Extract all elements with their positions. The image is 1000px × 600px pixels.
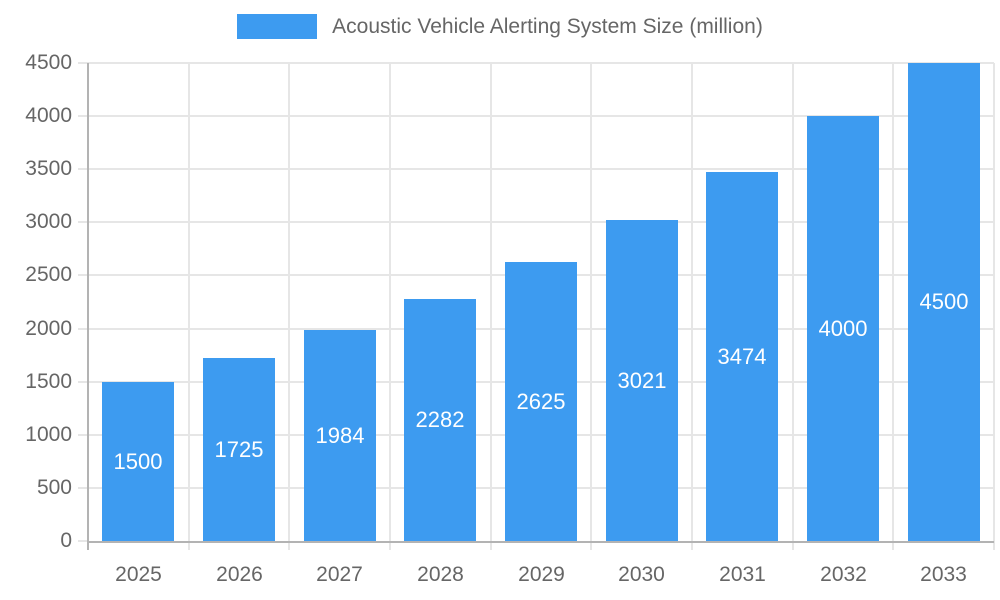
y-tick-mark xyxy=(78,381,88,383)
bar-value-label: 1725 xyxy=(214,436,264,462)
y-tick-mark xyxy=(78,540,88,542)
bar[interactable]: 2625 xyxy=(505,262,577,541)
gridline-v xyxy=(691,63,693,550)
y-tick-label: 4500 xyxy=(25,51,72,74)
legend-swatch[interactable] xyxy=(237,14,318,39)
bar-value-label: 1984 xyxy=(315,422,365,448)
bar-value-label: 2625 xyxy=(516,388,566,414)
bar-value-label: 3474 xyxy=(717,343,767,369)
x-axis-line xyxy=(88,541,994,543)
y-tick-mark xyxy=(78,487,88,489)
bar[interactable]: 3021 xyxy=(606,220,678,541)
bar-value-label: 2282 xyxy=(415,407,465,432)
gridline-v xyxy=(389,63,391,550)
bar-value-label: 1500 xyxy=(113,448,163,474)
x-tick-label: 2026 xyxy=(216,563,263,586)
bar[interactable]: 1984 xyxy=(304,330,376,541)
gridline-v xyxy=(188,63,190,550)
legend-label: Acoustic Vehicle Alerting System Size (m… xyxy=(332,15,763,38)
gridline-h xyxy=(88,168,994,170)
x-tick-label: 2031 xyxy=(719,563,766,586)
y-tick-mark xyxy=(78,62,88,64)
x-tick-label: 2029 xyxy=(518,563,565,586)
legend: Acoustic Vehicle Alerting System Size (m… xyxy=(0,14,1000,39)
bar-value-label: 3021 xyxy=(617,367,667,393)
y-tick-label: 4000 xyxy=(25,104,72,127)
x-tick-label: 2032 xyxy=(820,563,867,586)
gridline-v xyxy=(288,63,290,550)
y-tick-label: 1000 xyxy=(25,423,72,446)
y-tick-mark xyxy=(78,274,88,276)
gridline-v xyxy=(490,63,492,550)
gridline-h xyxy=(88,115,994,117)
y-tick-mark xyxy=(78,168,88,170)
gridline-v xyxy=(590,63,592,550)
x-tick-label: 2028 xyxy=(417,563,464,586)
bar[interactable]: 4500 xyxy=(908,63,980,541)
gridline-v xyxy=(892,63,894,550)
y-tick-mark xyxy=(78,115,88,117)
bar[interactable]: 1725 xyxy=(203,358,275,541)
gridline-h xyxy=(88,221,994,223)
gridline-v xyxy=(792,63,794,550)
x-tick-label: 2027 xyxy=(316,563,363,586)
y-tick-mark xyxy=(78,434,88,436)
gridline-h xyxy=(88,62,994,64)
y-tick-label: 500 xyxy=(36,476,72,499)
bar-value-label: 4500 xyxy=(919,289,969,314)
bar[interactable]: 4000 xyxy=(807,116,879,541)
y-tick-mark xyxy=(78,221,88,223)
gridline-v xyxy=(993,63,995,550)
y-tick-label: 3000 xyxy=(25,210,72,233)
bar[interactable]: 3474 xyxy=(706,172,778,541)
bar[interactable]: 1500 xyxy=(102,382,174,541)
bar-value-label: 4000 xyxy=(818,315,868,341)
y-tick-label: 1500 xyxy=(25,370,72,393)
y-tick-label: 3500 xyxy=(25,157,72,180)
bar[interactable]: 2282 xyxy=(404,299,476,541)
y-tick-label: 2500 xyxy=(25,263,72,286)
x-tick-label: 2025 xyxy=(115,563,162,586)
y-tick-mark xyxy=(78,328,88,330)
y-axis-line xyxy=(87,63,89,550)
x-tick-label: 2033 xyxy=(920,563,967,586)
x-tick-label: 2030 xyxy=(618,563,665,586)
y-tick-label: 0 xyxy=(60,529,72,552)
y-tick-label: 2000 xyxy=(25,317,72,340)
